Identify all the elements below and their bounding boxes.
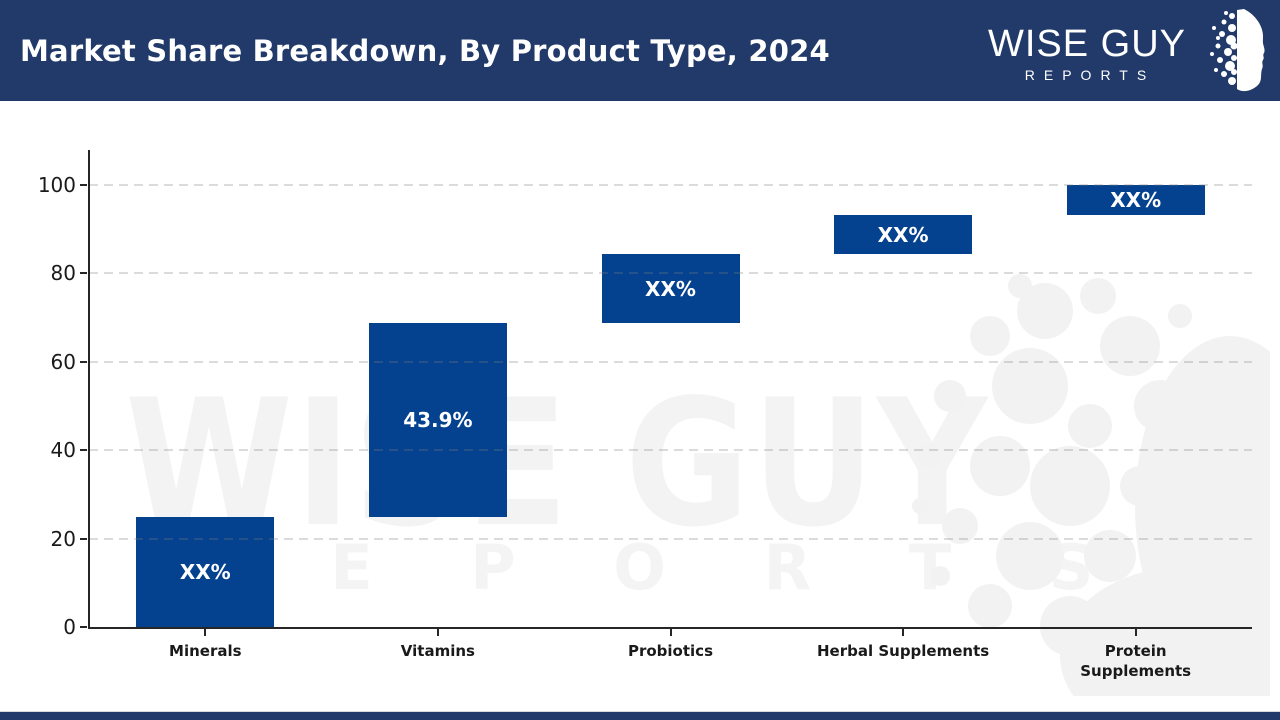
logo-face-icon: [1210, 9, 1265, 92]
chart-area: WISE GUY R E P O R T S 0 20 40 60 80 100 XX% 43…: [0, 101, 1280, 712]
x-tick-mark: [1134, 628, 1137, 636]
y-tick-mark: [80, 360, 87, 363]
gridline-100: [89, 184, 1252, 186]
logo-wordmark: WISE GUY: [987, 23, 1186, 65]
bar-protein-supplements: [1066, 185, 1205, 216]
y-axis-line: [88, 150, 90, 628]
bar-value-label: XX%: [1110, 188, 1162, 213]
x-category-label: Probiotics: [627, 642, 713, 660]
footer-bar: [0, 712, 1280, 720]
bar-value-label: XX%: [179, 560, 231, 585]
gridline-20: [89, 537, 1252, 540]
y-tick-label: 20: [50, 526, 76, 551]
x-category-label: Herbal Supplements: [816, 642, 990, 660]
bar-value-label: XX%: [877, 222, 929, 247]
gridline-60: [89, 360, 1252, 363]
y-tick-label: 0: [63, 615, 76, 639]
y-tick-mark: [80, 449, 87, 452]
logo-subtitle: REPORTS: [1024, 67, 1156, 83]
bar-herbal-supplements: [834, 215, 973, 255]
x-category-label: Minerals: [169, 642, 242, 660]
y-tick-label: 80: [50, 261, 76, 286]
bar-minerals: [136, 517, 275, 627]
footer-divider: [0, 711, 1280, 712]
x-tick-mark: [204, 628, 207, 636]
bar-value-label: 43.9%: [403, 408, 473, 433]
watermark-face-icon: [912, 274, 1270, 696]
gridline-40: [89, 449, 1252, 452]
bar-vitamins: [368, 323, 507, 518]
bar-probiotics: [601, 254, 740, 324]
x-category-label: Vitamins: [400, 642, 475, 660]
gridline-80: [89, 272, 1252, 275]
header: Market Share Breakdown, By Product Type,…: [0, 0, 1280, 101]
x-axis-line: [88, 627, 1252, 629]
y-tick-label: 40: [50, 438, 76, 463]
x-tick-mark: [669, 628, 672, 636]
y-tick-mark: [80, 184, 87, 186]
y-tick-mark: [80, 537, 87, 540]
x-tick-mark: [902, 628, 905, 636]
wiseguy-logo: WISE GUY REPORTS: [988, 8, 1266, 94]
page-title: Market Share Breakdown, By Product Type,…: [20, 33, 830, 68]
bar-value-label: XX%: [645, 276, 696, 301]
y-tick-label: 60: [50, 349, 76, 374]
logo-text: WISE GUY REPORTS: [988, 24, 1186, 84]
x-category-label: Protein Supplements: [1080, 642, 1192, 680]
y-tick-mark: [80, 626, 87, 628]
y-tick-mark: [80, 272, 87, 275]
x-tick-mark: [436, 628, 439, 636]
y-tick-label: 100: [37, 173, 76, 197]
